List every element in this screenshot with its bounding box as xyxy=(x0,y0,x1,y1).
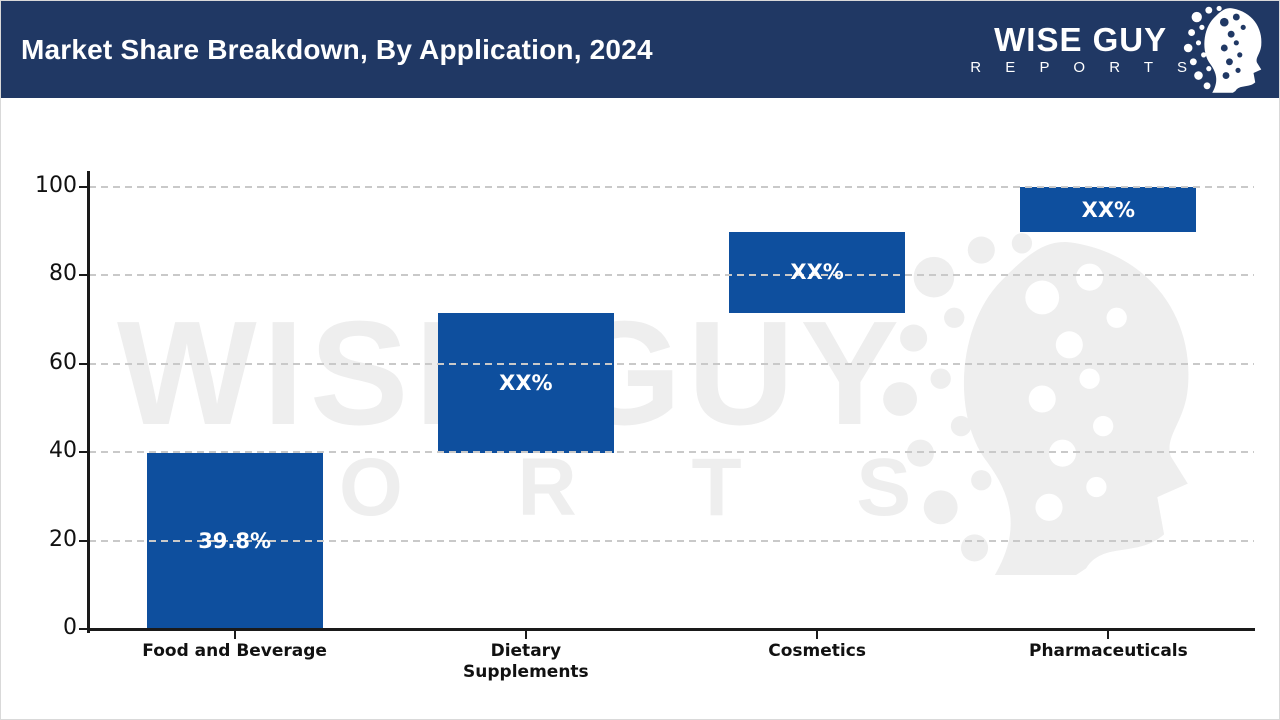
y-tick-label: 20 xyxy=(49,526,77,552)
y-tickmark xyxy=(79,628,88,630)
header-band: Market Share Breakdown, By Application, … xyxy=(1,1,1279,98)
x-tickmark xyxy=(816,631,819,639)
bar-value-label: XX% xyxy=(790,260,844,285)
x-category-label: Dietary Supplements xyxy=(463,641,589,682)
bar-segment xyxy=(437,312,614,454)
wiseguy-logo-text: WISE GUY R E P O R T S xyxy=(964,20,1197,77)
y-tickmark xyxy=(79,362,88,365)
x-tickmark xyxy=(1107,631,1110,639)
bar-value-label: XX% xyxy=(499,370,553,395)
y-tick-label: 60 xyxy=(49,349,77,375)
bar-value-label: XX% xyxy=(1081,197,1136,222)
x-axis-line xyxy=(87,628,1255,631)
x-category-label: Cosmetics xyxy=(768,641,866,661)
x-tickmark xyxy=(233,631,236,639)
y-gridline xyxy=(89,362,1254,365)
y-tickmark xyxy=(79,539,88,542)
y-tick-label: 80 xyxy=(49,261,77,287)
y-tick-label: 100 xyxy=(35,173,77,198)
y-gridline xyxy=(89,274,1254,277)
bar-segment xyxy=(1020,187,1197,233)
y-tick-label: 0 xyxy=(63,615,77,640)
x-category-label: Food and Beverage xyxy=(142,641,327,661)
y-tickmark xyxy=(79,186,88,188)
bar-value-label: 39.8% xyxy=(198,529,272,554)
y-tickmark xyxy=(79,451,88,454)
wiseguy-head-icon xyxy=(1183,3,1269,97)
y-gridline xyxy=(89,539,1254,542)
page-title: Market Share Breakdown, By Application, … xyxy=(21,33,653,65)
wiseguy-logo-primary: WISE GUY xyxy=(994,20,1168,58)
y-gridline xyxy=(89,186,1254,188)
wiseguy-logo: WISE GUY R E P O R T S xyxy=(964,3,1279,97)
x-tickmark xyxy=(524,631,527,639)
wiseguy-logo-secondary: R E P O R T S xyxy=(970,59,1197,77)
y-gridline xyxy=(89,451,1254,454)
y-tickmark xyxy=(79,274,88,277)
x-category-label: Pharmaceuticals xyxy=(1028,641,1188,661)
y-tick-label: 40 xyxy=(49,438,77,464)
watermark-head-icon xyxy=(879,223,1219,579)
bar-segment xyxy=(729,232,906,313)
y-axis-line xyxy=(87,171,90,633)
